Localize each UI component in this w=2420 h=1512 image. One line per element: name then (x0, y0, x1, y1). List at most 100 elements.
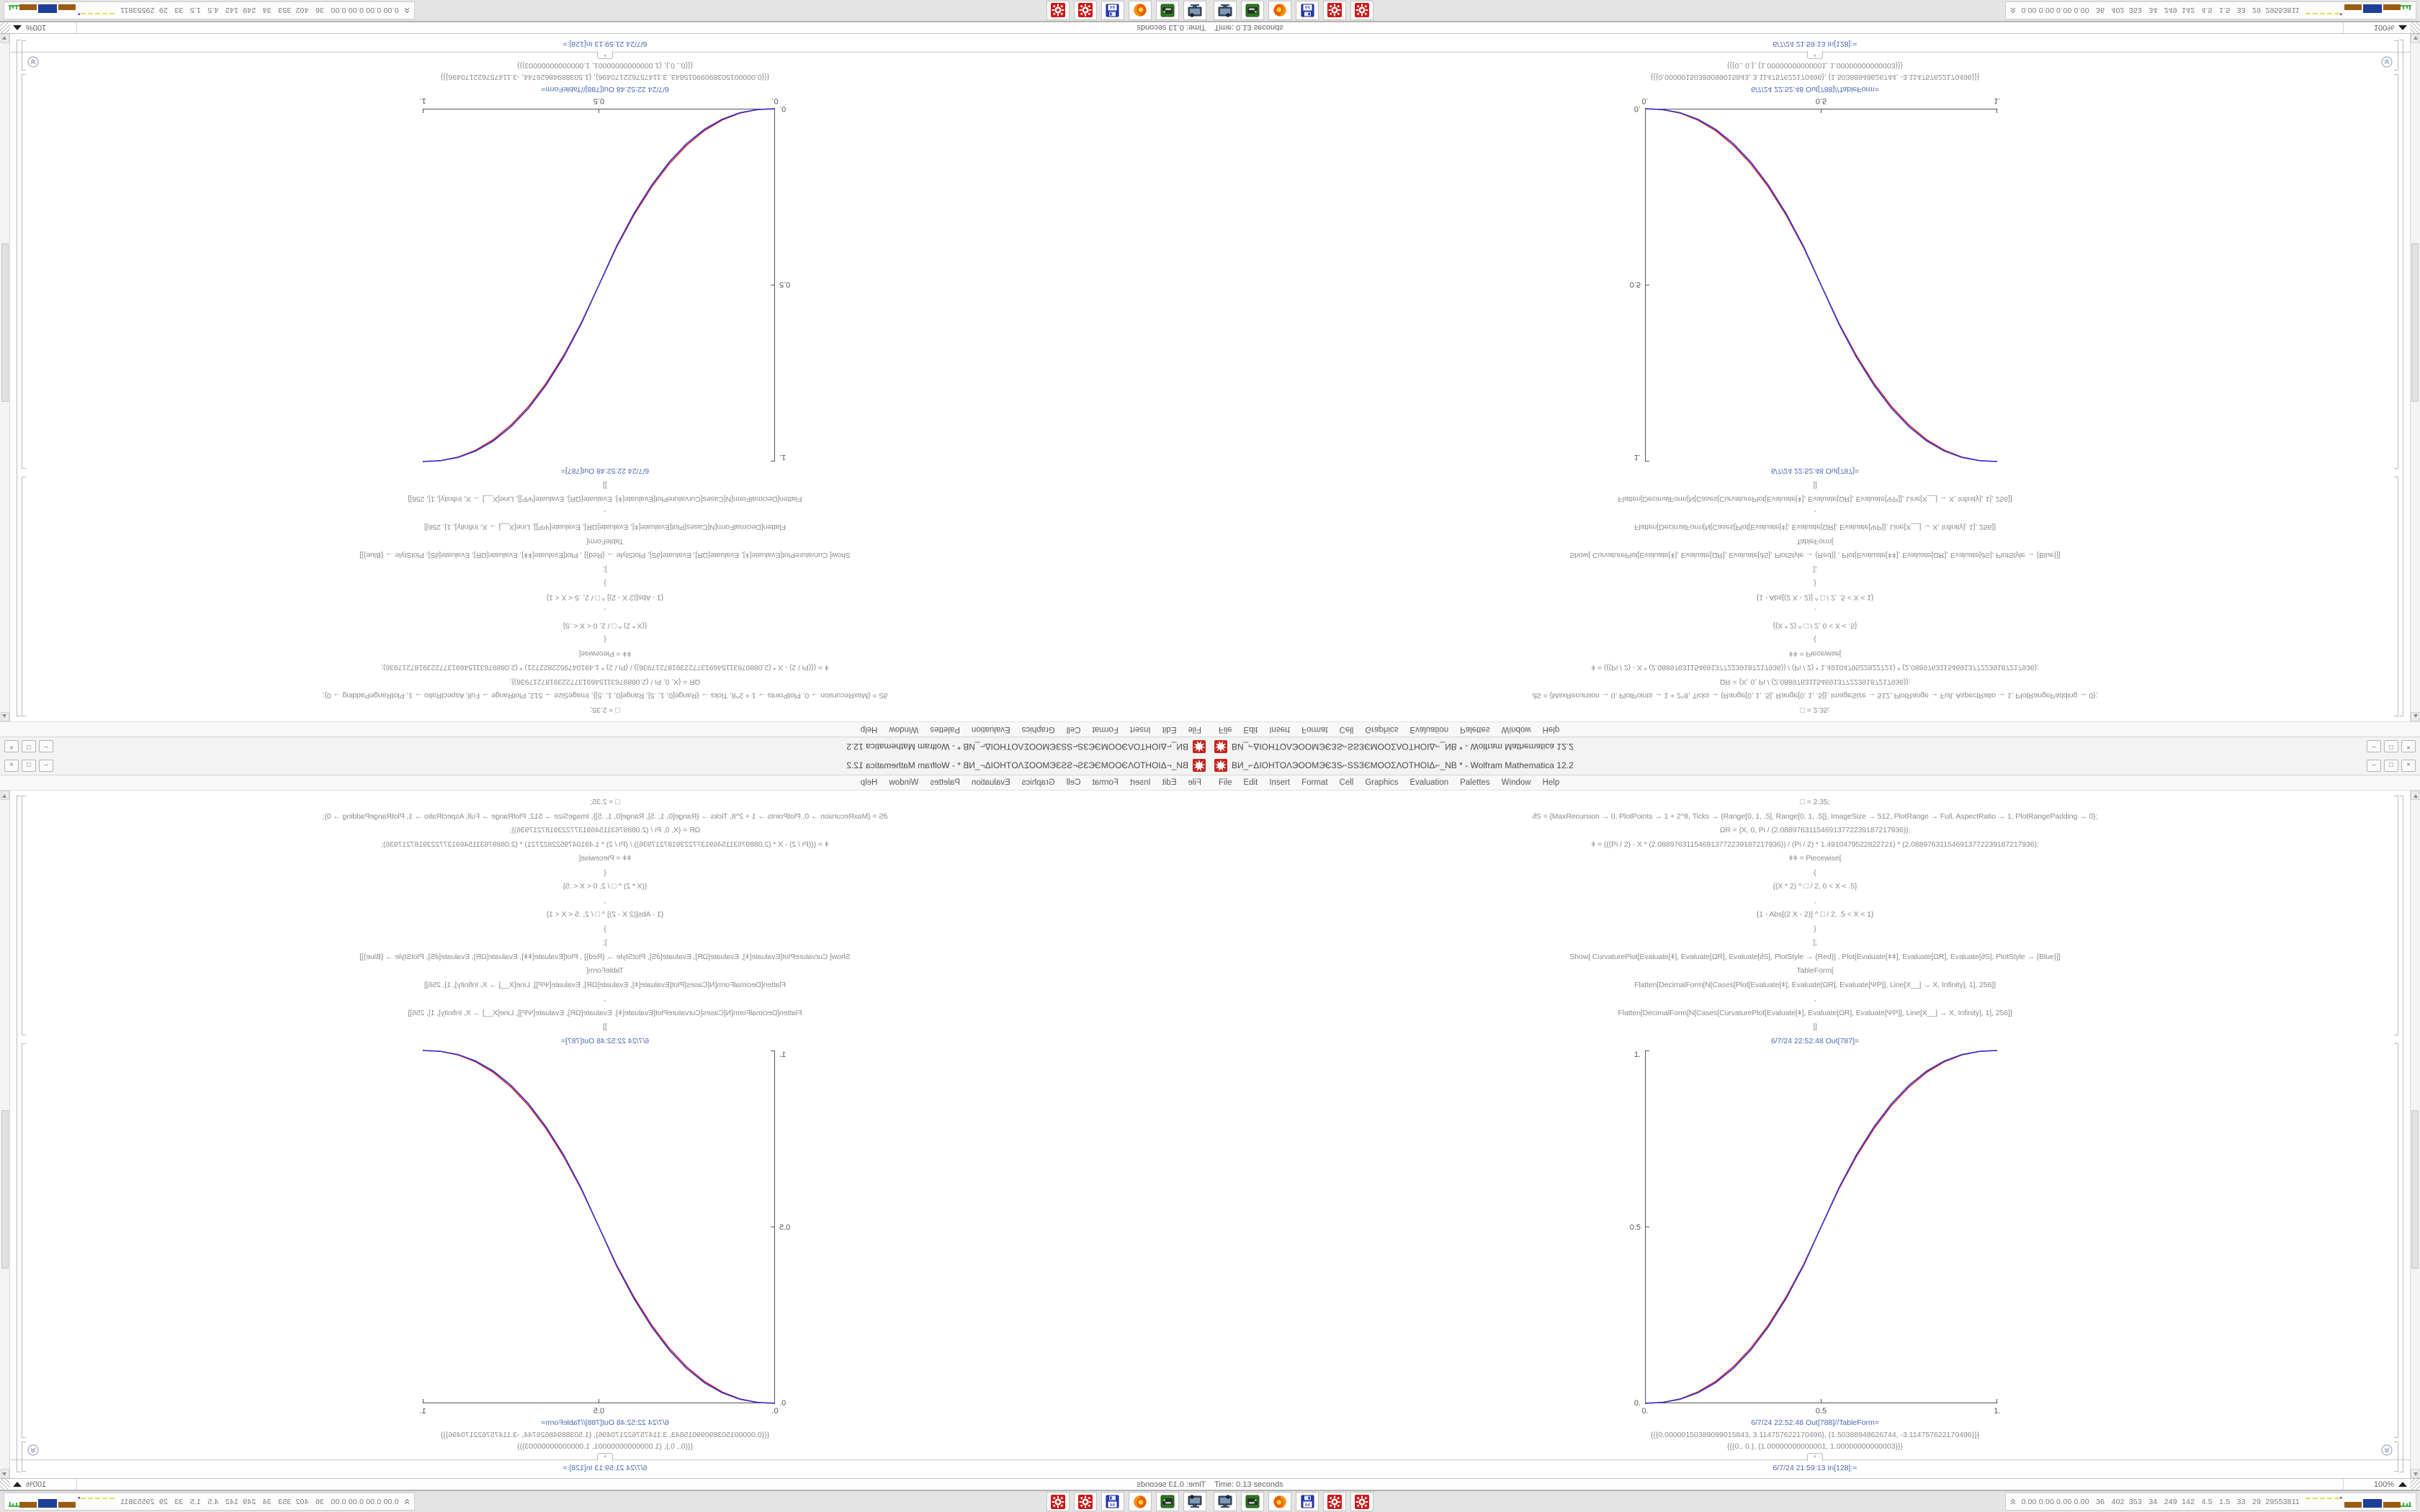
kernel-gear-icon[interactable] (1047, 1, 1070, 20)
input-code-line[interactable]: ǂǂ = Piecewise[ (578, 649, 632, 658)
menu-cell[interactable]: Cell (1066, 725, 1081, 734)
input-code-line[interactable]: } (1814, 924, 1816, 933)
input-code-line[interactable]: ]] (603, 1022, 607, 1031)
screenshot-monitor-icon[interactable] (1183, 1492, 1206, 1511)
menu-evaluation[interactable]: Evaluation (971, 725, 1010, 734)
input-cell-bracket[interactable] (2394, 796, 2398, 1035)
system-tray[interactable]: 0.00 0.00 0.00 0.00 36 402 353 34 249 14… (2005, 1493, 2416, 1511)
kernel-gear-icon[interactable] (1350, 1, 1373, 20)
output-plot-cell[interactable]: 0. 0.5 1. 0. 0.5 1. (1210, 96, 2420, 465)
scroll-up-arrow[interactable] (2411, 712, 2419, 721)
zoom-menu-triangle-icon[interactable] (2398, 1482, 2407, 1487)
menu-insert[interactable]: Insert (1269, 778, 1291, 787)
plot-cell-bracket[interactable] (22, 74, 26, 469)
input-code-line[interactable]: ΩR = {X, 0, Pi / (2.08897631154691377223… (509, 678, 701, 686)
minimize-button[interactable]: – (39, 740, 53, 753)
group-collapse-chevron-icon[interactable] (27, 1444, 39, 1456)
minimize-button[interactable]: – (39, 759, 53, 772)
insert-cell-plus-button[interactable]: + (1807, 1452, 1823, 1461)
tableform-row[interactable]: {{{0., 0.}, {1.00000000000001, 1.0000000… (516, 1441, 694, 1451)
close-button[interactable]: × (2401, 740, 2416, 753)
menu-cell[interactable]: Cell (1339, 778, 1354, 787)
menu-edit[interactable]: Edit (1162, 778, 1177, 787)
maximize-button[interactable]: □ (22, 740, 36, 753)
zoom-menu-triangle-icon[interactable] (2398, 25, 2407, 30)
menu-help[interactable]: Help (860, 725, 878, 734)
notebook-area[interactable]: □ = 2.35; ∂S = {MaxRecursion → 0, PlotPo… (0, 34, 1210, 721)
vertical-scrollbar[interactable] (2410, 34, 2420, 721)
input-code-line[interactable]: { (604, 635, 606, 644)
plot-cell-bracket[interactable] (22, 1043, 26, 1438)
input-code-line[interactable]: ]; (603, 565, 607, 574)
disk-drive-icon[interactable] (1241, 1492, 1264, 1511)
group-collapse-chevron-icon[interactable] (27, 56, 39, 68)
kernel-gear-icon[interactable] (1047, 1492, 1070, 1511)
scroll-down-arrow[interactable] (1, 34, 9, 43)
maximize-button[interactable]: □ (2384, 740, 2398, 753)
window-resize-grip[interactable] (2410, 22, 2420, 33)
input-code-line[interactable]: , (604, 896, 606, 905)
table-cell-bracket[interactable] (2394, 1441, 2398, 1472)
menu-insert[interactable]: Insert (1129, 725, 1151, 734)
menu-insert[interactable]: Insert (1269, 725, 1291, 734)
menu-window[interactable]: Window (889, 778, 919, 787)
input-code-line[interactable]: □ = 2.35; (1800, 706, 1830, 714)
menu-edit[interactable]: Edit (1243, 725, 1258, 734)
minimize-button[interactable]: – (2367, 759, 2381, 772)
input-code-line[interactable]: Flatten[DecimalForm[N[Cases[Plot[Evaluat… (424, 523, 786, 532)
menu-evaluation[interactable]: Evaluation (1410, 778, 1449, 787)
table-cell-bracket[interactable] (22, 1441, 26, 1472)
input-code-line[interactable]: Flatten[DecimalForm[N[Cases[Plot[Evaluat… (1634, 523, 1996, 532)
input-code-line[interactable]: Flatten[DecimalForm[N[Cases[CurvaturePlo… (1618, 495, 2012, 504)
input-code-line[interactable]: } (1814, 579, 1816, 588)
close-button[interactable]: × (4, 740, 19, 753)
input-cell-bracket[interactable] (22, 477, 26, 716)
vertical-scrollbar[interactable] (2410, 791, 2420, 1478)
input-code-line[interactable]: {1 - Abs[(2 X - 2)] ^ □ / 2, .5 < X < 1} (546, 593, 664, 602)
menu-graphics[interactable]: Graphics (1365, 725, 1399, 734)
input-code-line[interactable]: Flatten[DecimalForm[N[Cases[Plot[Evaluat… (1634, 980, 1996, 989)
tableform-row[interactable]: {{{0., 0.}, {1.00000000000001, 1.0000000… (1726, 61, 1904, 71)
insert-cell-plus-button[interactable]: + (597, 51, 613, 60)
input-code-line[interactable]: { (1814, 635, 1816, 644)
output-plot-cell[interactable]: 0. 0.5 1. 0. 0.5 1. (0, 96, 1210, 465)
tableform-row[interactable]: {{{0.00000150389099015843, 3.11475762217… (440, 73, 770, 82)
input-code-line[interactable]: Show[ CurvaturePlot[Evaluate[ǂ], Evaluat… (359, 952, 851, 961)
zoom-level[interactable]: 100% (26, 1480, 47, 1489)
menu-palettes[interactable]: Palettes (1460, 778, 1490, 787)
input-code-line[interactable]: Show[ CurvaturePlot[Evaluate[ǂ], Evaluat… (1569, 551, 2061, 560)
input-code-line[interactable]: TableForm[ (1796, 537, 1834, 546)
menu-graphics[interactable]: Graphics (1365, 778, 1399, 787)
input-code-line[interactable]: ǂǂ = Piecewise[ (1788, 649, 1842, 658)
firefox-icon[interactable] (1268, 1492, 1291, 1511)
table-cell-bracket[interactable] (22, 40, 26, 71)
titlebar[interactable]: ВИ_⌐ΔΙΟΗΤΟΛЭΟΟΜЭЄЗЅ⌐ЅЅЗЄΜΟΟΣΛΟΤΗΟΙΔ⌐_NB … (1210, 756, 2420, 775)
kernel-gear-icon[interactable] (1074, 1, 1097, 20)
menu-format[interactable]: Format (1092, 725, 1119, 734)
vertical-scrollbar[interactable] (0, 791, 10, 1478)
kernel-gear-icon[interactable] (1323, 1, 1346, 20)
scrollbar-thumb[interactable] (1, 243, 9, 402)
zoom-menu-triangle-icon[interactable] (13, 25, 22, 30)
menu-palettes[interactable]: Palettes (930, 725, 960, 734)
menu-help[interactable]: Help (860, 778, 878, 787)
input-code-line[interactable]: ǂ = (((Pi / 2) - X * (2.0889763115469137… (1591, 840, 2039, 849)
input-code-line[interactable]: ΩR = {X, 0, Pi / (2.08897631154691377223… (1719, 678, 1911, 686)
menu-format[interactable]: Format (1301, 778, 1328, 787)
menu-format[interactable]: Format (1092, 778, 1119, 787)
scroll-up-arrow[interactable] (1, 712, 9, 721)
notebook-area[interactable]: □ = 2.35; ∂S = {MaxRecursion → 0, PlotPo… (1210, 791, 2420, 1478)
floppy-64-icon[interactable]: 64 (1101, 1, 1124, 20)
input-code-line[interactable]: , (1814, 896, 1816, 905)
input-code-line[interactable]: { (604, 868, 606, 877)
menu-window[interactable]: Window (1501, 778, 1531, 787)
input-code-line[interactable]: , (1814, 994, 1816, 1003)
input-code-line[interactable]: □ = 2.35; (1800, 798, 1830, 806)
menu-palettes[interactable]: Palettes (930, 778, 960, 787)
scrollbar-thumb[interactable] (2411, 1110, 2419, 1269)
menu-evaluation[interactable]: Evaluation (971, 778, 1010, 787)
input-code-line[interactable]: Show[ CurvaturePlot[Evaluate[ǂ], Evaluat… (1569, 952, 2061, 961)
input-cell-bracket[interactable] (22, 796, 26, 1035)
input-code-line[interactable]: ∂S = {MaxRecursion → 0, PlotPoints → 1 +… (1532, 691, 2098, 701)
zoom-level[interactable]: 100% (2373, 1480, 2394, 1489)
